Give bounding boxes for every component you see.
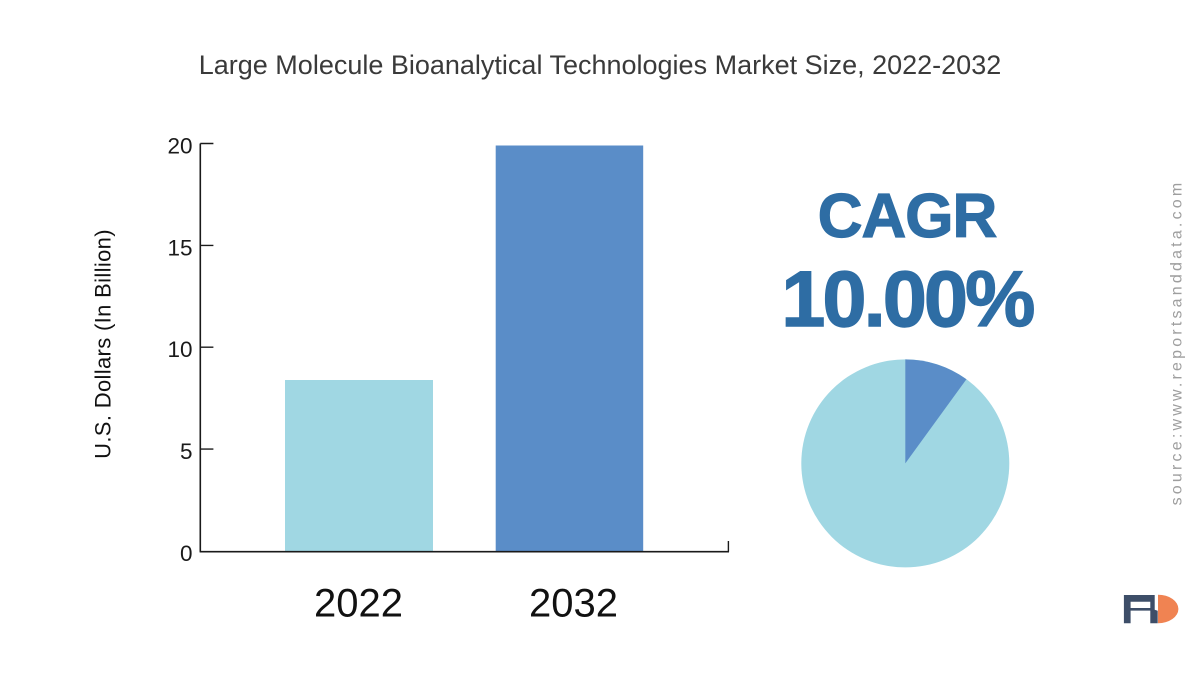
svg-text:10: 10 bbox=[167, 337, 192, 362]
svg-text:source:www.reportsanddata.com: source:www.reportsanddata.com bbox=[1169, 180, 1186, 506]
svg-text:5: 5 bbox=[180, 439, 193, 464]
svg-text:0: 0 bbox=[180, 541, 193, 566]
svg-text:2022: 2022 bbox=[314, 581, 403, 625]
svg-text:2032: 2032 bbox=[529, 581, 618, 625]
svg-text:15: 15 bbox=[167, 235, 192, 260]
svg-text:10.00%: 10.00% bbox=[781, 254, 1034, 343]
svg-text:U.S. Dollars (In Billion): U.S. Dollars (In Billion) bbox=[91, 229, 116, 459]
svg-text:20: 20 bbox=[167, 134, 192, 159]
svg-text:Large Molecule Bioanalytical T: Large Molecule Bioanalytical Technologie… bbox=[199, 50, 1002, 80]
svg-text:CAGR: CAGR bbox=[818, 182, 997, 251]
